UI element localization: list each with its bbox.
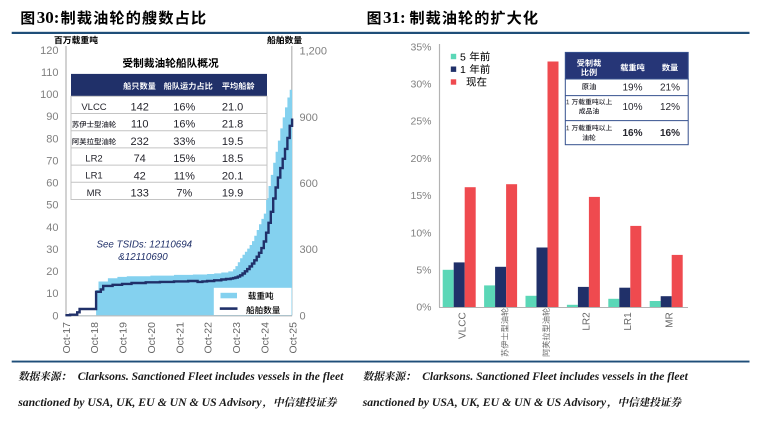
svg-text:1,200: 1,200 [300,46,328,58]
svg-text:50: 50 [46,200,58,212]
svg-text:7%: 7% [176,188,192,200]
svg-text:142: 142 [131,102,149,114]
svg-text:19.9: 19.9 [222,188,243,200]
svg-text:133: 133 [131,188,149,200]
svg-text:16%: 16% [660,128,680,139]
svg-text:sanctioned by USA, UK, EU & UN: sanctioned by USA, UK, EU & UN & US Advi… [362,396,607,409]
svg-text:5: 5 [460,51,466,63]
svg-text:31:: 31: [383,8,406,27]
svg-text:35%: 35% [410,41,431,53]
svg-text:Oct-23: Oct-23 [231,322,243,354]
svg-text:16%: 16% [173,102,195,114]
svg-text:30%: 30% [410,79,431,91]
svg-text:sanctioned by USA, UK, EU & UN: sanctioned by USA, UK, EU & UN & US Advi… [17,396,262,409]
svg-text:21.0: 21.0 [222,102,243,114]
svg-text:5%: 5% [416,265,431,277]
svg-text:21.8: 21.8 [222,119,243,131]
svg-text:19.5: 19.5 [222,136,243,148]
svg-text:10: 10 [46,288,58,300]
svg-text:Clarksons. Sanctioned Fleet in: Clarksons. Sanctioned Fleet includes ves… [78,370,344,383]
svg-text:MR: MR [87,188,102,199]
svg-text:LR1: LR1 [85,171,102,182]
svg-text:0: 0 [300,310,306,322]
svg-text:0: 0 [52,310,58,322]
svg-text:70: 70 [46,155,58,167]
svg-text:40: 40 [46,222,58,234]
svg-text:10%: 10% [410,227,431,239]
svg-text:MR: MR [664,312,675,328]
svg-text:16%: 16% [622,128,642,139]
svg-text:Oct-20: Oct-20 [146,322,158,354]
svg-text:90: 90 [46,111,58,123]
svg-text:Clarksons. Sanctioned Fleet in: Clarksons. Sanctioned Fleet includes ves… [422,370,688,383]
svg-text:900: 900 [300,112,318,124]
svg-text:74: 74 [134,153,146,165]
svg-text:&12110690: &12110690 [118,252,168,263]
svg-text:20.1: 20.1 [222,170,243,182]
svg-text:LR2: LR2 [582,312,593,331]
svg-text:LR1: LR1 [623,312,634,331]
svg-text:18.5: 18.5 [222,153,243,165]
svg-text:30: 30 [46,244,58,256]
svg-text:110: 110 [41,67,59,79]
svg-text:11%: 11% [174,170,195,182]
svg-text:16%: 16% [173,119,195,131]
svg-text:21%: 21% [660,82,680,93]
svg-text:300: 300 [300,244,318,256]
svg-text:80: 80 [46,133,58,145]
svg-text:120: 120 [40,45,58,57]
svg-text:1: 1 [460,64,466,76]
svg-text:19%: 19% [622,82,642,93]
svg-text:LR2: LR2 [85,154,102,165]
svg-text:See TSIDs: 12110694: See TSIDs: 12110694 [96,240,192,251]
svg-text:Oct-18: Oct-18 [89,322,101,354]
svg-text:Oct-22: Oct-22 [203,322,215,354]
svg-text:Oct-21: Oct-21 [174,322,186,354]
svg-text:Oct-17: Oct-17 [61,322,73,354]
svg-text:0%: 0% [416,302,431,314]
svg-text:42: 42 [134,170,146,182]
svg-text:30:: 30: [37,8,60,27]
svg-text:25%: 25% [410,116,431,128]
svg-text:110: 110 [131,119,149,131]
svg-text:Oct-19: Oct-19 [118,322,130,354]
svg-text:Oct-24: Oct-24 [259,322,271,354]
svg-text:100: 100 [40,89,58,101]
svg-text:600: 600 [300,178,318,190]
svg-text:VLCC: VLCC [457,312,468,339]
svg-text:VLCC: VLCC [81,102,106,113]
svg-text:Oct-25: Oct-25 [288,322,300,354]
svg-text:15%: 15% [173,153,195,165]
svg-text:33%: 33% [173,136,195,148]
svg-text:20%: 20% [410,153,431,165]
svg-text:12%: 12% [660,102,680,113]
svg-text:232: 232 [131,136,149,148]
svg-text:15%: 15% [410,190,431,202]
svg-text:60: 60 [46,178,58,190]
svg-text:20: 20 [46,266,58,278]
svg-text:10%: 10% [622,102,642,113]
